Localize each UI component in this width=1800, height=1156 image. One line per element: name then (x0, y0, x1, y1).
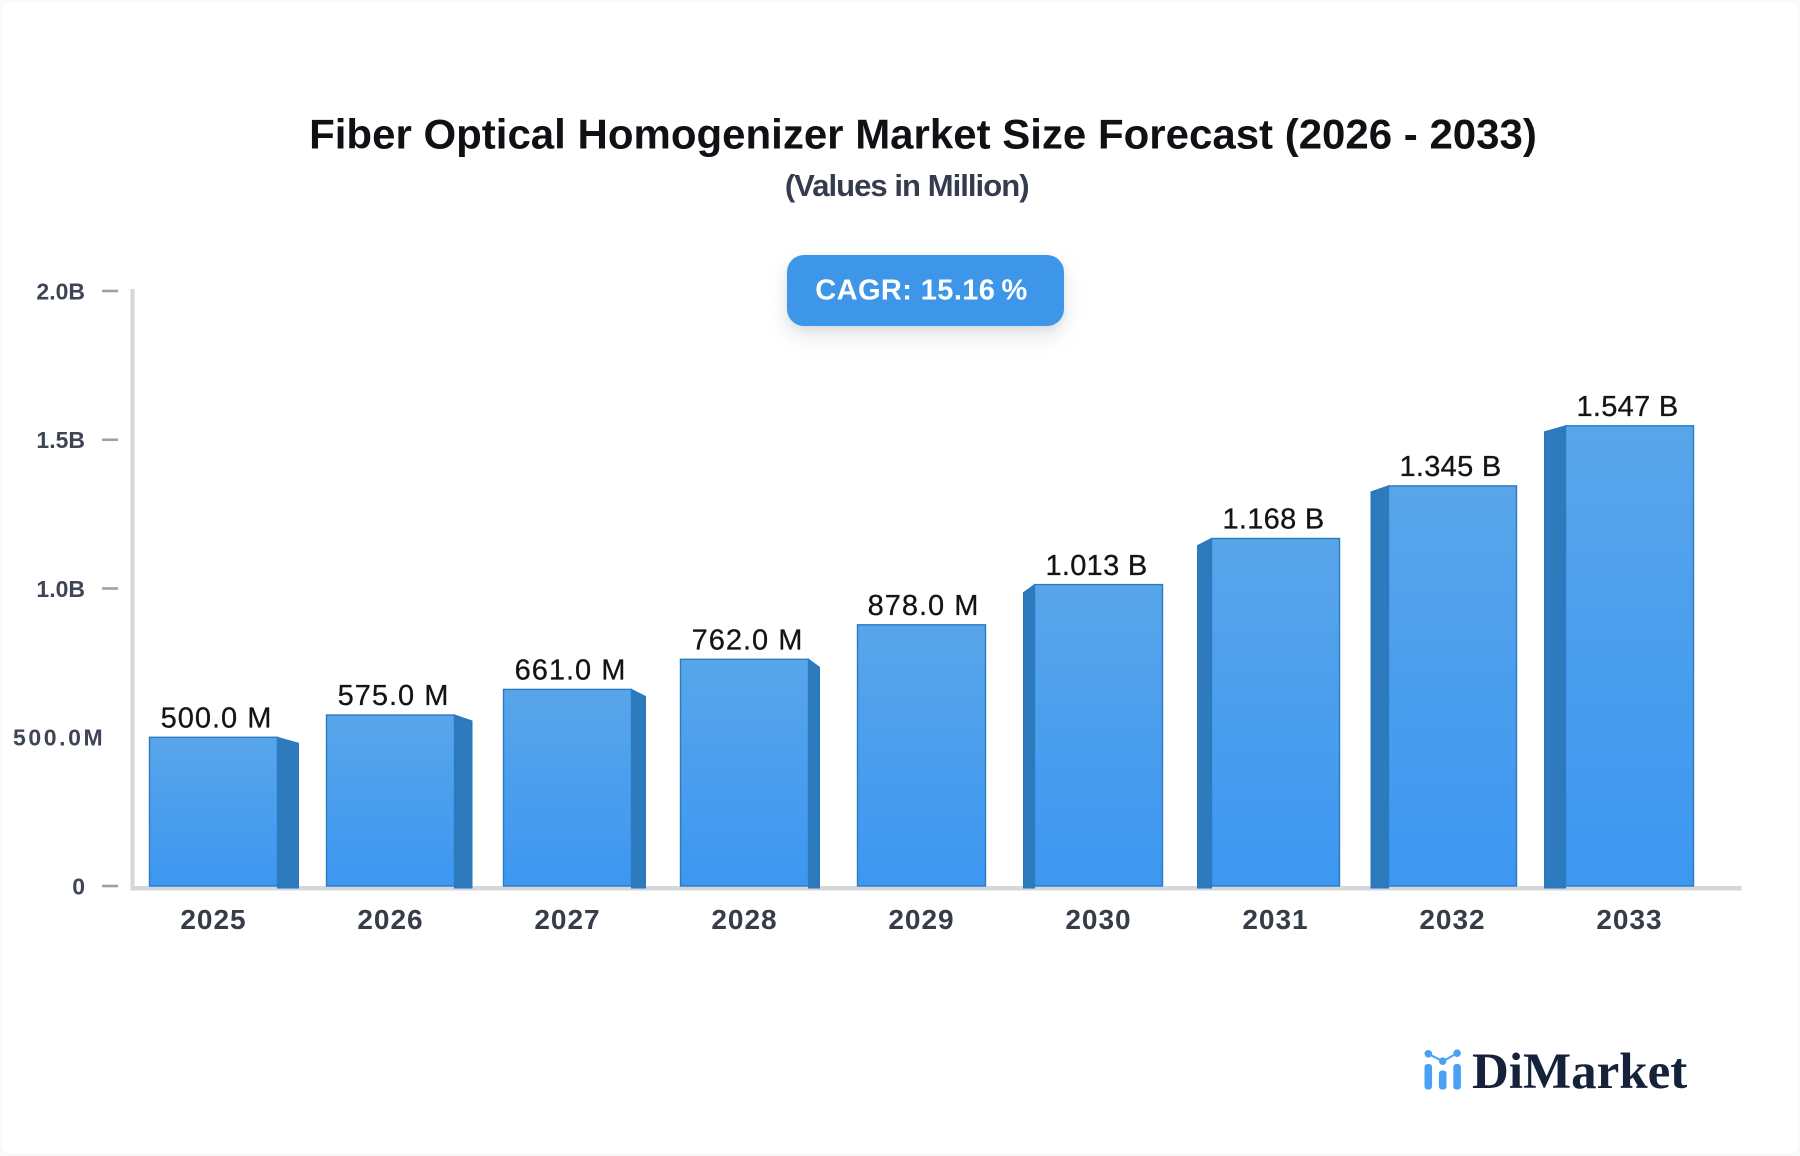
svg-text:(Values in Million): (Values in Million) (785, 168, 1029, 203)
svg-text:1.547 B: 1.547 B (1576, 391, 1678, 423)
svg-text:2028: 2028 (711, 904, 777, 935)
svg-text:2025: 2025 (180, 904, 246, 935)
svg-text:2030: 2030 (1065, 904, 1131, 935)
svg-text:661.0 M: 661.0 M (515, 655, 627, 687)
svg-text:2032: 2032 (1419, 904, 1485, 935)
svg-text:1.168 B: 1.168 B (1222, 504, 1324, 536)
svg-text:DiMarket: DiMarket (1472, 1044, 1687, 1100)
svg-text:2026: 2026 (357, 904, 423, 935)
svg-text:1.013 B: 1.013 B (1045, 550, 1147, 582)
svg-text:Fiber Optical Homogenizer Mark: Fiber Optical Homogenizer Market Size Fo… (309, 110, 1537, 157)
svg-text:762.0 M: 762.0 M (692, 625, 804, 657)
svg-text:2029: 2029 (888, 904, 954, 935)
svg-text:1.5B: 1.5B (36, 427, 85, 453)
svg-text:500.0M: 500.0M (13, 725, 105, 751)
svg-text:1.0B: 1.0B (36, 576, 85, 602)
svg-text:0: 0 (72, 873, 85, 899)
svg-text:878.0 M: 878.0 M (868, 590, 980, 622)
svg-text:2031: 2031 (1242, 904, 1308, 935)
svg-text:575.0 M: 575.0 M (338, 680, 450, 712)
svg-text:1.345 B: 1.345 B (1399, 451, 1501, 483)
svg-text:2.0B: 2.0B (36, 278, 85, 304)
svg-text:2033: 2033 (1596, 904, 1662, 935)
svg-text:500.0 M: 500.0 M (161, 703, 273, 735)
svg-text:2027: 2027 (534, 904, 600, 935)
